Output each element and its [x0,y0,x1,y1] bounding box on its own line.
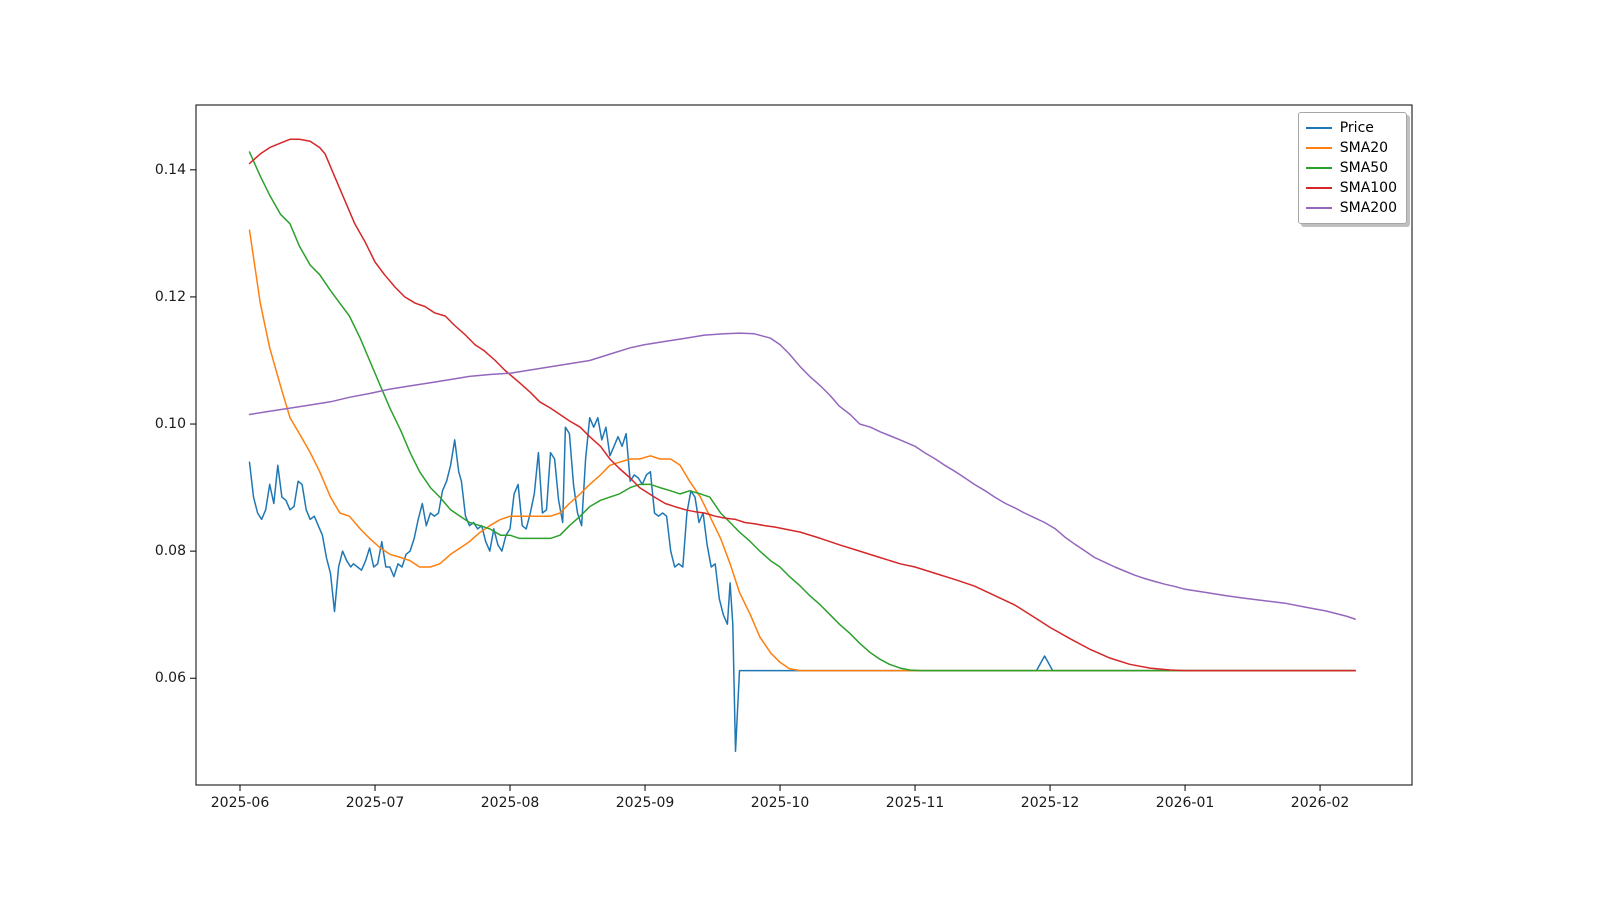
legend-label: SMA100 [1339,180,1397,196]
x-tick-label: 2025-11 [885,795,945,811]
legend-line-sample [1305,207,1332,209]
y-tick-label: 0.08 [154,543,186,560]
y-tick-label: 0.10 [154,416,186,433]
series-line-sma100 [248,138,1356,672]
x-tick-label: 2025-09 [615,795,675,811]
legend-label: Price [1339,120,1374,136]
x-tick-label: 2025-08 [480,795,540,811]
x-tick-label: 2025-06 [210,795,270,811]
x-tick-label: 2026-01 [1155,795,1215,811]
y-tick-label: 0.12 [154,288,186,305]
legend-item-price: Price [1305,118,1397,138]
legend-item-sma100: SMA100 [1305,178,1397,198]
series-line-price [248,416,1356,753]
series-line-sma200 [248,332,1356,620]
x-tick-label: 2025-07 [345,795,405,811]
legend-item-sma20: SMA20 [1305,138,1397,158]
x-tick-label: 2026-02 [1290,795,1350,811]
series-line-sma20 [248,229,1356,672]
legend-line-sample [1305,127,1332,129]
legend: Price SMA20 SMA50 SMA100 SMA200 [1297,112,1407,224]
legend-label: SMA20 [1339,140,1389,156]
legend-label: SMA200 [1339,200,1397,216]
legend-item-sma200: SMA200 [1305,198,1397,218]
legend-line-sample [1305,167,1332,169]
x-tick-label: 2025-10 [750,795,810,811]
legend-label: SMA50 [1339,160,1389,176]
x-tick-label: 2025-12 [1020,795,1080,811]
legend-line-sample [1305,187,1332,189]
y-tick-label: 0.14 [154,161,186,178]
legend-line-sample [1305,147,1332,149]
y-tick-label: 0.06 [154,670,186,687]
plot-border [195,104,1413,786]
series-line-sma50 [248,151,1356,672]
legend-item-sma50: SMA50 [1305,158,1397,178]
